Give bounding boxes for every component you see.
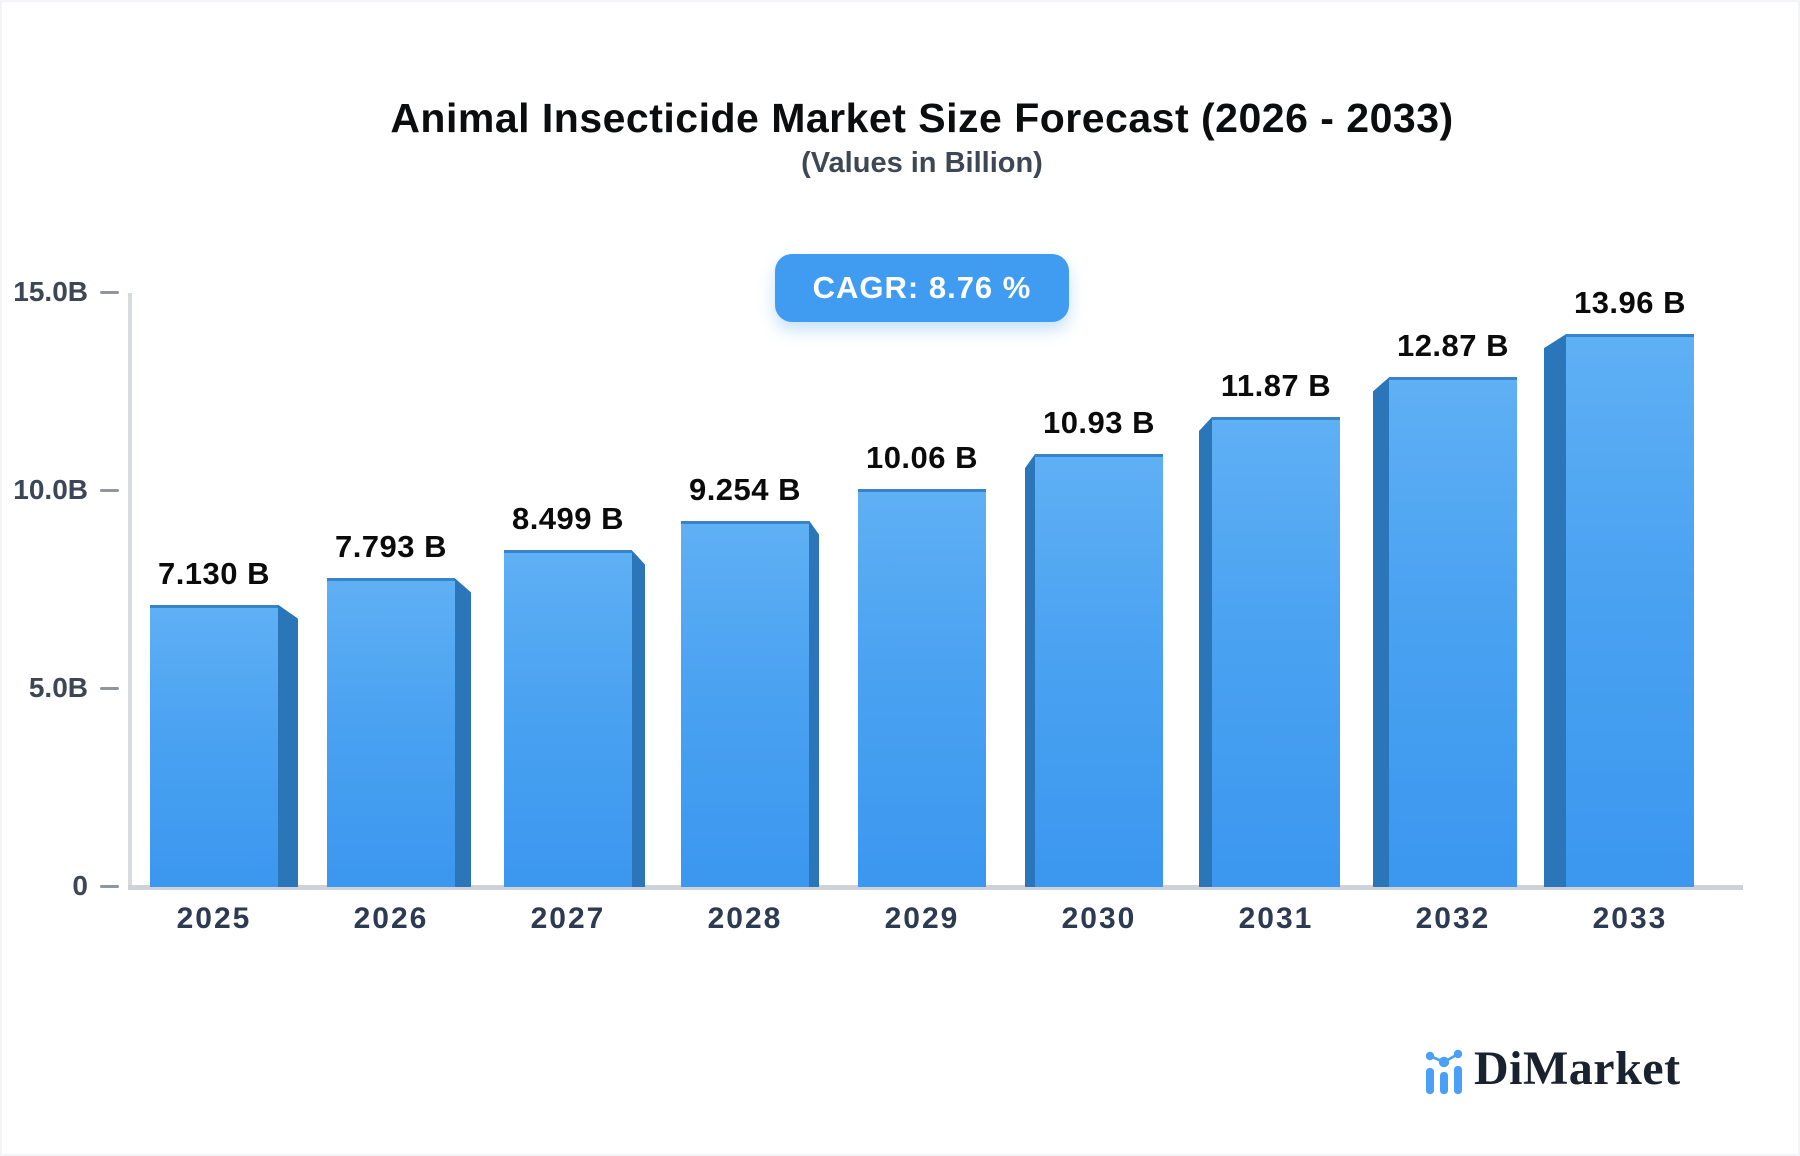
brand-name: DiMarket: [1474, 1042, 1681, 1095]
bar-value-label: 8.499 B: [511, 501, 625, 537]
bar-value-label: 11.87 B: [1220, 367, 1332, 403]
bar-side-face: [1025, 454, 1035, 887]
bar-value-label: 10.93 B: [1042, 405, 1156, 441]
bar-value-label: 7.793 B: [334, 529, 448, 565]
chart-title: Animal Insecticide Market Size Forecast …: [390, 95, 1454, 141]
bar-side-face: [1373, 377, 1389, 887]
x-axis-baseline: [128, 885, 1743, 890]
bar: [1566, 334, 1694, 887]
y-tick-dash: [100, 885, 119, 888]
bar: [327, 578, 455, 887]
bar-value-label: 12.87 B: [1396, 328, 1510, 364]
brand-logo: DiMarket: [1424, 1044, 1681, 1096]
bar: [681, 520, 809, 887]
bar: [1035, 454, 1163, 887]
bar-value-label: 13.96 B: [1573, 285, 1687, 321]
x-axis-label: 2025: [176, 902, 252, 935]
bar: [858, 488, 986, 887]
bar-side-face: [1544, 334, 1566, 887]
y-tick-label: 0: [72, 870, 88, 901]
y-axis-line: [128, 293, 132, 888]
y-tick-dash: [100, 291, 119, 294]
y-tick-label: 15.0B: [13, 276, 88, 307]
bar-value-label: 9.254 B: [688, 471, 802, 507]
bar: [1212, 416, 1340, 887]
y-tick-dash: [100, 489, 119, 492]
y-tick-label: 10.0B: [13, 474, 88, 505]
cagr-badge-label: CAGR: 8.76 %: [812, 270, 1032, 305]
x-axis-label: 2032: [1415, 902, 1491, 935]
y-tick-dash: [100, 687, 119, 690]
cagr-badge-band: CAGR: 8.76 %: [22, 254, 1800, 322]
x-axis-label: 2028: [707, 902, 783, 935]
x-axis-label: 2026: [353, 902, 429, 935]
y-tick-label: 5.0B: [28, 672, 88, 703]
bar-side-face: [278, 604, 298, 887]
brand-logo-icon: [1425, 1049, 1463, 1094]
bar-side-face: [632, 550, 645, 887]
bar: [1389, 377, 1517, 887]
bar: [150, 604, 278, 887]
bar-side-face: [455, 578, 471, 887]
x-axis-label: 2033: [1592, 902, 1668, 935]
bar-side-face: [809, 520, 819, 887]
x-axis-label: 2027: [530, 902, 606, 935]
bar-value-label: 7.130 B: [157, 555, 271, 591]
x-axis-label: 2029: [884, 902, 960, 935]
cagr-badge: CAGR: 8.76 %: [774, 254, 1070, 322]
x-axis-label: 2030: [1061, 902, 1137, 935]
bar: [504, 550, 632, 887]
bar-side-face: [1199, 416, 1212, 887]
bar-value-label: 10.06 B: [865, 439, 979, 475]
x-axis-label: 2031: [1238, 902, 1314, 935]
chart-subtitle: (Values in Billion): [801, 147, 1043, 179]
